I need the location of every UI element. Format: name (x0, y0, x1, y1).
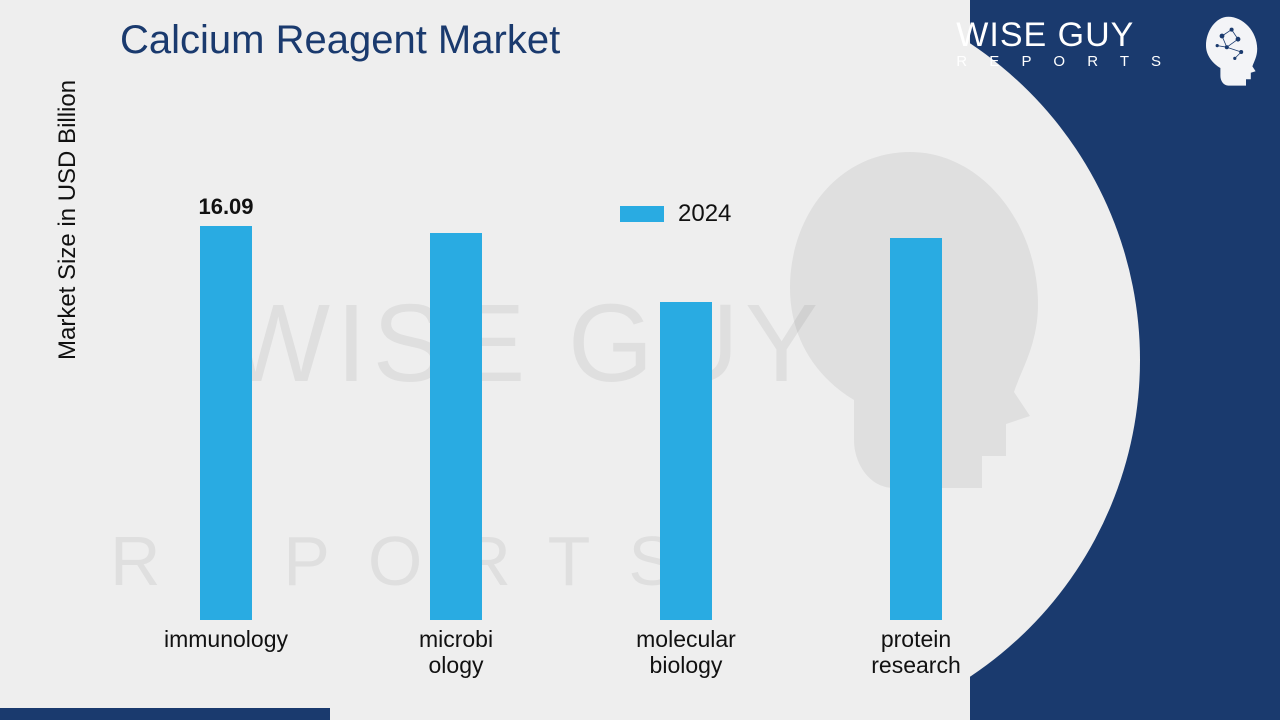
brand-block: WISE GUY R E P O R T S (956, 18, 1170, 69)
chart-title: Calcium Reagent Market (120, 18, 560, 63)
x-tick-label: immunology (146, 626, 306, 652)
bar (200, 226, 252, 620)
x-tick-label: molecularbiology (606, 626, 766, 679)
x-tick-label: proteinresearch (836, 626, 996, 679)
plot-area: 16.09 (140, 130, 1040, 620)
x-tick-label: microbiology (376, 626, 536, 679)
bar (660, 302, 712, 621)
bar (430, 233, 482, 620)
chart-canvas: WISE GUY REPORTS Calcium Reagent Market … (0, 0, 1280, 720)
brand-line2: R E P O R T S (956, 54, 1170, 69)
brand-head-icon (1182, 12, 1262, 92)
footer-accent-bar (0, 708, 330, 720)
y-axis-label: Market Size in USD Billion (54, 80, 82, 360)
bar (890, 238, 942, 620)
bar-value-label: 16.09 (166, 194, 286, 220)
brand-line1: WISE GUY (956, 18, 1170, 52)
